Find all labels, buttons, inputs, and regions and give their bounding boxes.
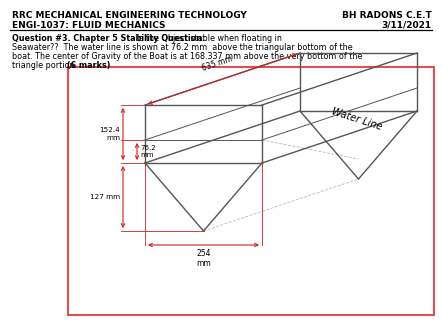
Text: RRC MECHANICAL ENGINEERING TECHNOLOGY: RRC MECHANICAL ENGINEERING TECHNOLOGY xyxy=(12,11,247,20)
Text: Seawater??  The water line is shown at 76.2 mm  above the triangular bottom of t: Seawater?? The water line is shown at 76… xyxy=(12,43,353,52)
Text: 3/11/2021: 3/11/2021 xyxy=(382,21,432,30)
Text: 635 mm: 635 mm xyxy=(201,54,234,73)
Text: (6 marks): (6 marks) xyxy=(67,61,110,70)
Text: Water Line: Water Line xyxy=(330,106,383,132)
Text: Is the Object stable when floating in: Is the Object stable when floating in xyxy=(12,34,282,43)
Bar xyxy=(68,67,434,315)
Text: BH RADONS C.E.T: BH RADONS C.E.T xyxy=(342,11,432,20)
Text: triangle portion.: triangle portion. xyxy=(12,61,80,70)
Text: Question #3. Chapter 5 Stability Question:: Question #3. Chapter 5 Stability Questio… xyxy=(12,34,205,43)
Text: ENGI-1037: FLUID MECHANICS: ENGI-1037: FLUID MECHANICS xyxy=(12,21,165,30)
Text: boat. The center of Gravity of the Boat is at 168.337 mm above the very bottom o: boat. The center of Gravity of the Boat … xyxy=(12,52,362,61)
Text: 152.4
mm: 152.4 mm xyxy=(99,128,120,141)
Text: 254
mm: 254 mm xyxy=(196,249,211,268)
Text: 76.2
mm: 76.2 mm xyxy=(140,145,156,158)
Text: 127 mm: 127 mm xyxy=(90,194,120,200)
